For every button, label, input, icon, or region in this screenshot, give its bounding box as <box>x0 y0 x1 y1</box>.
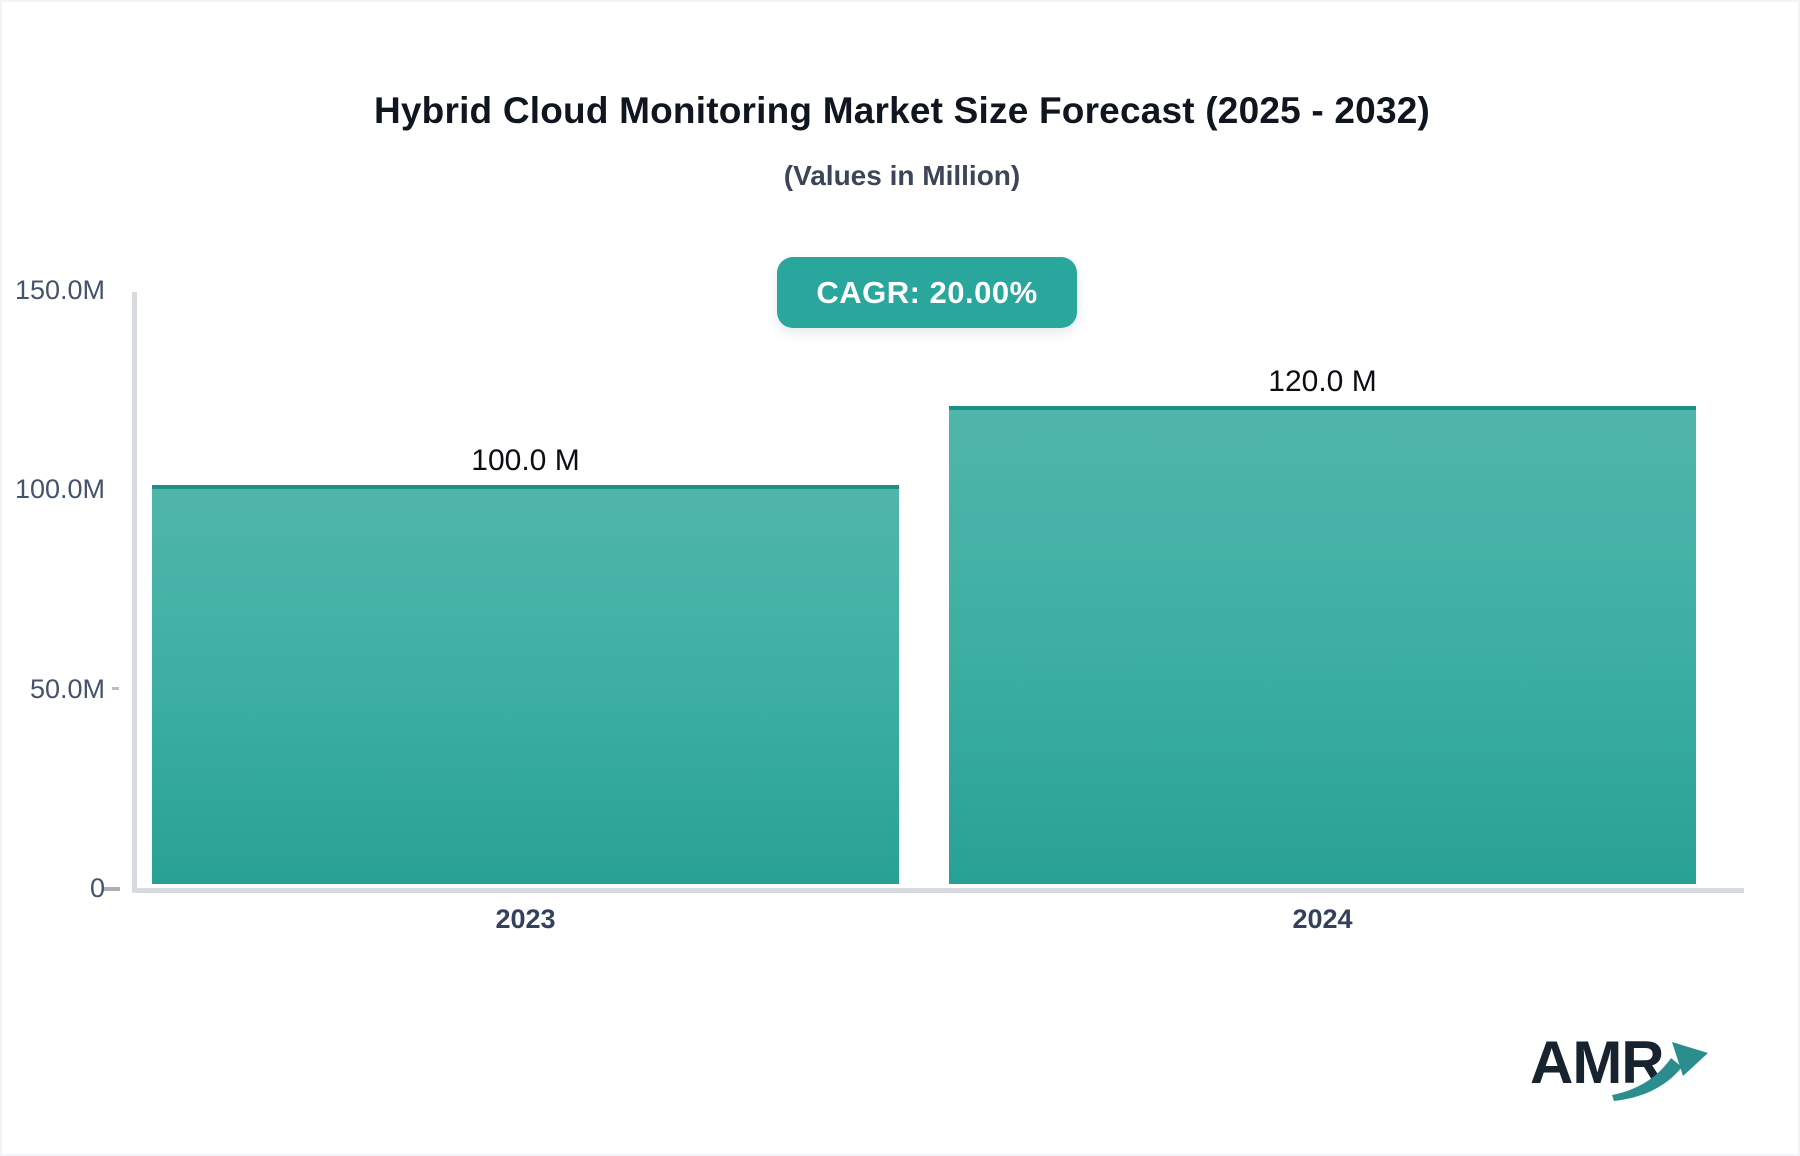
x-tick-label-2024: 2024 <box>1292 904 1353 934</box>
x-axis-line <box>132 888 1744 893</box>
y-tick-label-0: 0 <box>89 873 105 903</box>
y-axis-tick-50m <box>112 687 119 690</box>
chart-title: Hybrid Cloud Monitoring Market Size Fore… <box>373 90 1431 131</box>
cagr-badge-label: CAGR: 20.00% <box>816 274 1038 310</box>
amr-logo: AMR <box>1530 1032 1730 1122</box>
bar-value-label-2023: 100.0 M <box>471 444 580 477</box>
y-tick-label-150m: 150.0M <box>14 275 105 305</box>
amr-logo-text: AMR <box>1530 1029 1665 1096</box>
chart-subtitle: (Values in Million) <box>783 160 1021 191</box>
bar-value-label-2024: 120.0 M <box>1268 365 1377 398</box>
y-tick-label-100m: 100.0M <box>14 474 105 504</box>
x-tick-label-2023: 2023 <box>495 904 556 934</box>
y-tick-label-50m: 50.0M <box>29 674 105 704</box>
bar-2024 <box>949 406 1696 884</box>
bar-2023 <box>152 485 899 884</box>
y-axis-line <box>132 292 137 893</box>
y-axis-tick-zero <box>103 887 120 891</box>
growth-arrow-icon <box>1612 1042 1708 1101</box>
cagr-badge: CAGR: 20.00% <box>777 257 1077 328</box>
